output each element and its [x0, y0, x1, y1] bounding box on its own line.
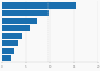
- Bar: [2, 10, 49, 16]
- Bar: [2, 25, 30, 31]
- Bar: [2, 55, 11, 61]
- Bar: [2, 33, 22, 39]
- Bar: [2, 18, 37, 24]
- Bar: [2, 2, 76, 9]
- Bar: [2, 48, 14, 54]
- Bar: [2, 40, 18, 46]
